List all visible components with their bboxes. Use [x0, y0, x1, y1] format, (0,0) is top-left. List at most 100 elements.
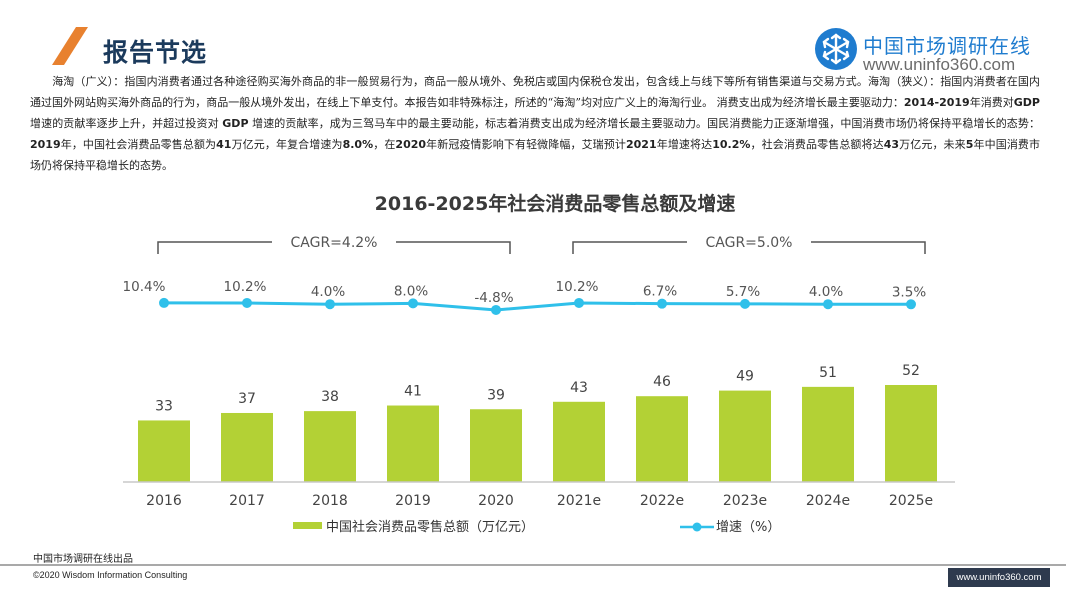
bar-2017: [221, 412, 273, 482]
growth-line-series: 10.4% 10.2% 4.0% 8.0% -4.8% 10.2% 6.7% 5.7% 4.0%…: [123, 279, 926, 315]
intro-text: ，社会消费品零售总额将达: [750, 138, 884, 151]
footer-divider: [0, 564, 1066, 566]
intro-highlight: 2019: [30, 138, 61, 151]
page-title: 报告节选: [103, 38, 208, 67]
bar-2019: [387, 405, 439, 482]
intro-highlight: 10.2%: [712, 138, 751, 151]
bar-value-label: 37: [238, 391, 256, 407]
growth-value-label: 4.0%: [809, 284, 843, 300]
growth-value-label: 10.4%: [123, 279, 166, 295]
intro-text: 年中国消费市场仍将保持平稳增长的态势。: [30, 138, 1041, 172]
x-tick-label: 2019: [395, 493, 431, 509]
intro-text: 万亿元，年复合增速为: [231, 138, 343, 151]
bar-value-label: 51: [819, 365, 837, 381]
cagr-label: CAGR=5.0%: [706, 235, 793, 251]
intro-highlight: 2020: [395, 138, 427, 151]
x-tick-label: 2016: [146, 493, 182, 509]
bar-2025e: [885, 385, 937, 482]
bar-value-label: 33: [155, 398, 173, 414]
intro-paragraph: 海淘（广义）：指国内消费者通过各种途径购买海外商品的非一般贸易行为，商品一般从境…: [30, 71, 1040, 176]
bar-2022e: [636, 396, 688, 482]
cagr-label: CAGR=4.2%: [291, 235, 378, 251]
growth-value-label: 6.7%: [643, 284, 677, 300]
footer-copyright: ©2020 Wisdom Information Consulting: [33, 570, 188, 580]
bar-2023e: [719, 390, 771, 482]
x-tick-label: 2024e: [806, 493, 850, 509]
bar-value-label: 49: [736, 369, 754, 385]
x-tick-label: 2017: [229, 493, 265, 509]
x-tick-label: 2023e: [723, 493, 767, 509]
logo-url[interactable]: www.uninfo360.com: [863, 55, 1016, 74]
growth-point-2022e: [657, 298, 667, 309]
growth-line: [163, 301, 912, 312]
intro-highlight: GDP: [222, 117, 249, 130]
intro-text: 增速的贡献率逐步上升，并超过投资对: [30, 117, 223, 130]
intro-text: 年新冠疫情影响下有轻微降幅，艾瑞预计: [426, 138, 626, 151]
growth-value-label: 10.2%: [556, 279, 599, 295]
bar-value-label: 38: [321, 389, 339, 405]
legend-line-marker: [692, 522, 702, 532]
growth-point-2024e: [823, 299, 833, 310]
intro-text: ，在: [373, 138, 396, 151]
footer-url-badge[interactable]: www.uninfo360.com: [948, 568, 1050, 587]
bar-series: 33 37 38 41 39 43 46 49 51 52: [138, 363, 937, 482]
chart-title: 2016-2025年社会消费品零售总额及增速: [375, 192, 736, 215]
intro-highlight: 2014-2019: [903, 96, 970, 109]
bar-2018: [304, 411, 356, 482]
retail-sales-chart: 2016-2025年社会消费品零售总额及增速 CAGR=4.2% CAGR=5.0…: [123, 192, 955, 535]
snowflake-emblem-icon: [815, 28, 857, 70]
growth-value-label: 8.0%: [394, 283, 428, 299]
growth-point-2023e: [740, 298, 750, 309]
bar-2021e: [553, 401, 605, 482]
cagr-bracket: CAGR=5.0%: [572, 235, 926, 254]
brand-logo[interactable]: 中国市场调研在线 www.uninfo360.com: [815, 28, 1055, 76]
bar-2024e: [802, 386, 854, 482]
x-tick-label: 2025e: [889, 493, 933, 509]
x-tick-label: 2022e: [640, 493, 684, 509]
intro-text: 海淘（广义）：指国内消费者通过各种途径购买海外商品的非一般贸易行为，商品一般从境…: [30, 75, 1040, 109]
chart-legend: 中国社会消费品零售总额（万亿元） 增速（%）: [293, 519, 780, 535]
intro-highlight: 43: [883, 138, 900, 151]
x-tick-label: 2020: [478, 493, 514, 509]
intro-text: 年增速将达: [656, 138, 713, 151]
intro-text: 增速的贡献率，成为三驾马车中的最主要动能，标志着消费支出成为经济增长最主要驱动力…: [248, 117, 1040, 130]
bar-2020: [470, 409, 522, 482]
intro-highlight: 2021: [625, 138, 657, 151]
growth-value-label: 5.7%: [726, 284, 760, 300]
bar-value-label: 43: [570, 380, 588, 396]
cagr-bracket: CAGR=4.2%: [157, 235, 511, 254]
bar-value-label: 39: [487, 387, 505, 403]
x-tick-label: 2018: [312, 493, 348, 509]
bar-value-label: 46: [653, 374, 671, 390]
logo-name: 中国市场调研在线: [863, 34, 1031, 58]
intro-highlight: 5: [965, 138, 974, 151]
growth-point-2019: [408, 298, 418, 309]
intro-text: 年消费对: [969, 96, 1014, 109]
intro-highlight: GDP: [1013, 96, 1040, 109]
accent-slash-icon: [52, 27, 88, 65]
intro-text: 年，中国社会消费品零售总额为: [60, 138, 217, 151]
growth-point-2020: [491, 304, 501, 315]
growth-point-2017: [242, 297, 252, 308]
growth-value-label: 3.5%: [892, 284, 926, 300]
growth-point-2021e: [574, 297, 584, 308]
growth-point-2018: [325, 299, 335, 310]
x-tick-label: 2021e: [557, 493, 601, 509]
bar-value-label: 52: [902, 363, 920, 379]
legend-line-label: 增速（%）: [716, 520, 780, 535]
bar-value-label: 41: [404, 384, 422, 400]
x-axis-ticks: 2016 2017 2018 2019 2020 2021e 2022e 2023e 2024e…: [146, 493, 933, 509]
legend-bar-label: 中国社会消费品零售总额（万亿元）: [326, 519, 534, 535]
growth-value-label: -4.8%: [474, 290, 513, 306]
legend-bar-swatch: [293, 522, 322, 529]
cagr-annotations: CAGR=4.2% CAGR=5.0%: [157, 235, 926, 254]
footer-brand: 中国市场调研在线出品: [33, 554, 133, 565]
intro-highlight: 41: [216, 138, 232, 151]
intro-text: 万亿元，未来: [899, 138, 966, 151]
growth-value-label: 10.2%: [224, 279, 267, 295]
intro-highlight: 8.0%: [342, 138, 374, 151]
bar-2016: [138, 420, 190, 482]
growth-point-2025e: [906, 299, 916, 310]
growth-value-label: 4.0%: [311, 284, 345, 300]
growth-point-2016: [159, 297, 169, 308]
